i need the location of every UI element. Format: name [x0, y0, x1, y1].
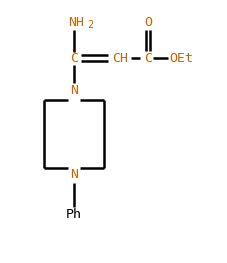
- Text: C: C: [70, 52, 78, 64]
- Text: N: N: [70, 169, 78, 181]
- Text: Ph: Ph: [66, 209, 82, 221]
- Text: CH: CH: [112, 52, 128, 64]
- Text: N: N: [70, 83, 78, 97]
- Text: O: O: [144, 16, 152, 28]
- Text: OEt: OEt: [169, 52, 193, 64]
- Text: 2: 2: [87, 20, 93, 30]
- Text: C: C: [144, 52, 152, 64]
- Text: NH: NH: [68, 16, 84, 28]
